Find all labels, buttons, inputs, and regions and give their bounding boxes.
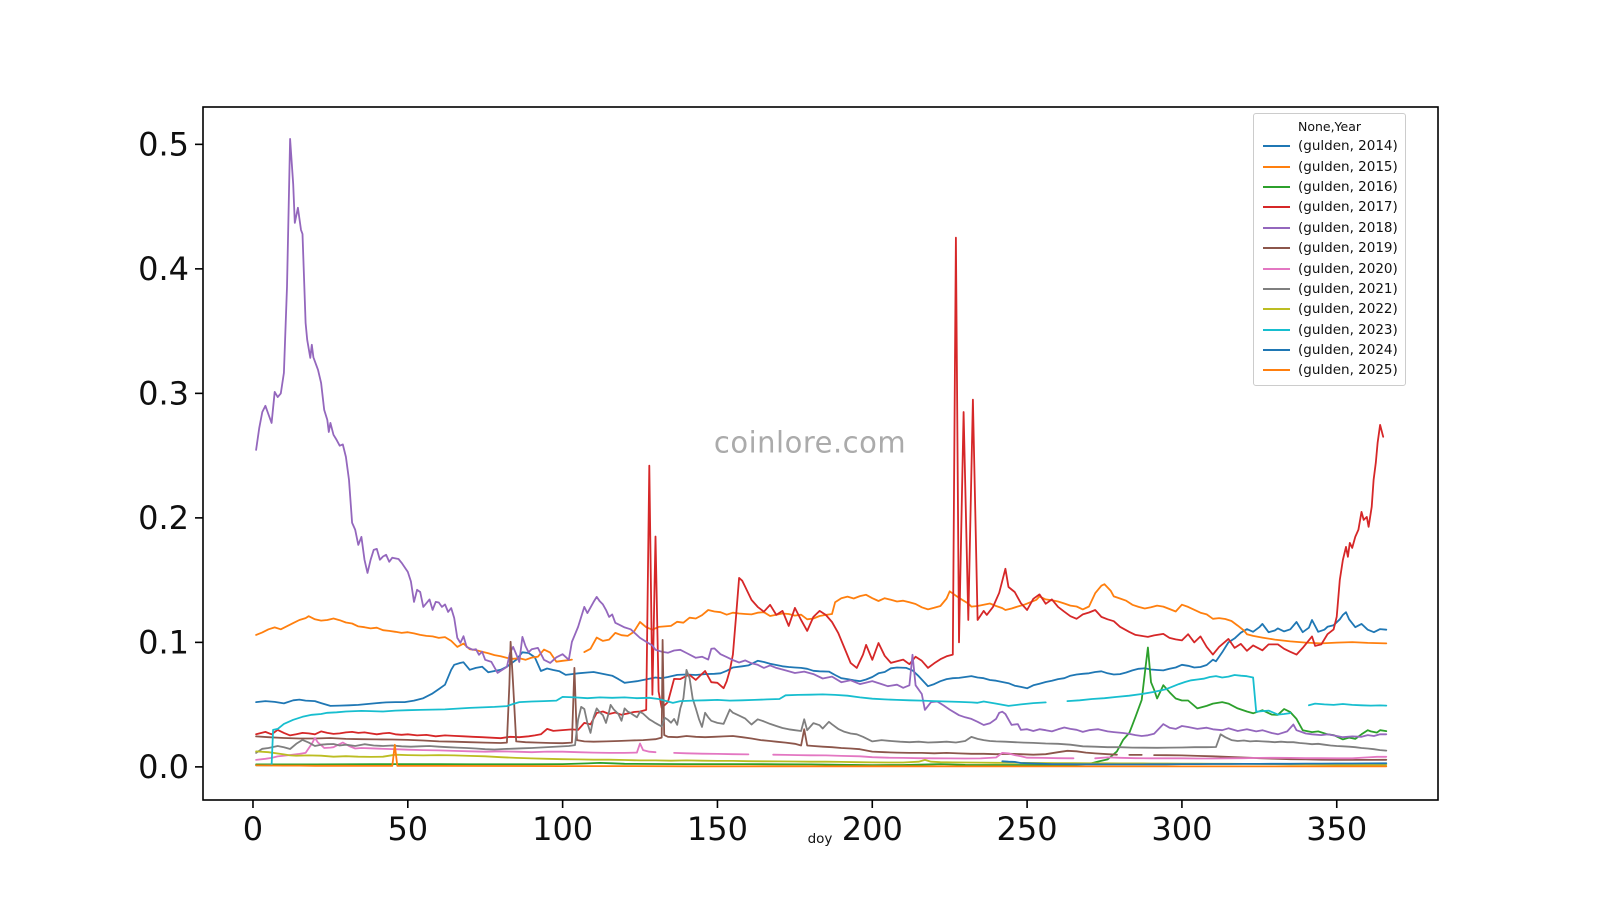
y-tick-label: 0.5 xyxy=(138,125,189,163)
series-2018 xyxy=(255,137,1388,739)
series-2024 xyxy=(1001,760,1388,766)
x-tick-label: 150 xyxy=(687,810,748,848)
legend-label-2021: (gulden, 2021) xyxy=(1298,280,1398,297)
line-2017 xyxy=(255,236,1385,740)
legend: None,Year (gulden, 2014) (gulden, 2015) (g… xyxy=(1253,113,1406,386)
legend-swatch-2022 xyxy=(1263,308,1290,311)
legend-label-2015: (gulden, 2015) xyxy=(1298,158,1398,175)
line-2019 xyxy=(255,639,1118,756)
line-2023 xyxy=(255,693,1047,767)
legend-item-2022: (gulden, 2022) xyxy=(1254,299,1405,319)
legend-item-2021: (gulden, 2021) xyxy=(1254,279,1405,299)
series-2025 xyxy=(255,743,1388,768)
y-tick-label: 0.3 xyxy=(138,374,189,412)
x-tick-label: 50 xyxy=(387,810,428,848)
legend-label-2024: (gulden, 2024) xyxy=(1298,342,1398,359)
line-2025 xyxy=(255,743,1388,768)
legend-swatch-2014 xyxy=(1263,145,1290,148)
x-tick-label: 200 xyxy=(842,810,903,848)
line-2023 xyxy=(1066,674,1292,716)
x-tick-label: 350 xyxy=(1306,810,1367,848)
x-tick-label: 100 xyxy=(532,810,593,848)
line-2014 xyxy=(255,611,1388,707)
legend-swatch-2020 xyxy=(1263,267,1290,270)
series-2019 xyxy=(255,639,1388,761)
series-2020 xyxy=(255,737,1388,761)
legend-swatch-2021 xyxy=(1263,287,1290,290)
legend-item-2015: (gulden, 2015) xyxy=(1254,156,1405,176)
series-2017 xyxy=(255,236,1385,740)
y-tick-label: 0.2 xyxy=(138,499,189,537)
legend-item-2023: (gulden, 2023) xyxy=(1254,320,1405,340)
line-2015 xyxy=(583,583,1388,653)
legend-item-2019: (gulden, 2019) xyxy=(1254,238,1405,258)
legend-label-2014: (gulden, 2014) xyxy=(1298,138,1398,155)
y-tick-label: 0.0 xyxy=(138,748,189,786)
legend-swatch-2017 xyxy=(1263,206,1290,209)
series-2023 xyxy=(255,674,1388,767)
legend-label-2023: (gulden, 2023) xyxy=(1298,321,1398,338)
legend-swatch-2019 xyxy=(1263,247,1290,250)
legend-label-2017: (gulden, 2017) xyxy=(1298,199,1398,216)
line-2023 xyxy=(1308,702,1388,707)
legend-item-2018: (gulden, 2018) xyxy=(1254,218,1405,238)
legend-swatch-2015 xyxy=(1263,165,1290,168)
legend-item-2025: (gulden, 2025) xyxy=(1254,360,1405,380)
line-2021 xyxy=(255,669,1388,754)
line-2020 xyxy=(772,752,1075,760)
y-tick-label: 0.1 xyxy=(138,623,189,661)
series-2021 xyxy=(255,669,1388,754)
x-tick-label: 250 xyxy=(997,810,1058,848)
legend-swatch-2024 xyxy=(1263,349,1290,352)
legend-label-2020: (gulden, 2020) xyxy=(1298,260,1398,277)
legend-item-2014: (gulden, 2014) xyxy=(1254,136,1405,156)
legend-title: None,Year xyxy=(1297,119,1362,134)
axes-frame xyxy=(202,106,1439,801)
x-tick-label: 300 xyxy=(1151,810,1212,848)
y-axis: 0.0 0.1 0.2 0.3 0.4 0.5 xyxy=(138,125,203,786)
line-2015 xyxy=(255,615,573,663)
legend-items: (gulden, 2014) (gulden, 2015) (gulden, 201… xyxy=(1254,136,1405,381)
legend-item-2017: (gulden, 2017) xyxy=(1254,197,1405,217)
line-2024 xyxy=(1001,760,1388,766)
legend-label-2018: (gulden, 2018) xyxy=(1298,219,1398,236)
x-axis: 0 50 100 150 200 250 300 350 xyxy=(243,800,1367,848)
series-2014 xyxy=(255,611,1388,707)
legend-label-2016: (gulden, 2016) xyxy=(1298,178,1398,195)
legend-label-2022: (gulden, 2022) xyxy=(1298,301,1398,318)
series-2016 xyxy=(255,646,1388,766)
series-lines xyxy=(255,137,1388,768)
legend-label-2019: (gulden, 2019) xyxy=(1298,240,1398,257)
legend-swatch-2025 xyxy=(1263,369,1290,372)
watermark: coinlore.com xyxy=(713,425,907,460)
line-2020 xyxy=(1094,755,1388,760)
x-axis-label: doy xyxy=(807,831,833,847)
legend-item-2024: (gulden, 2024) xyxy=(1254,340,1405,360)
line-2020 xyxy=(255,737,657,761)
x-tick-label: 0 xyxy=(243,810,263,848)
legend-label-2025: (gulden, 2025) xyxy=(1298,362,1398,379)
legend-item-2020: (gulden, 2020) xyxy=(1254,258,1405,278)
legend-item-2016: (gulden, 2016) xyxy=(1254,177,1405,197)
legend-swatch-2018 xyxy=(1263,226,1290,229)
legend-swatch-2023 xyxy=(1263,328,1290,331)
line-2020 xyxy=(673,752,750,756)
y-tick-label: 0.4 xyxy=(138,250,189,288)
line-2018 xyxy=(255,137,1388,739)
line-2016 xyxy=(255,646,1388,766)
legend-swatch-2016 xyxy=(1263,185,1290,188)
